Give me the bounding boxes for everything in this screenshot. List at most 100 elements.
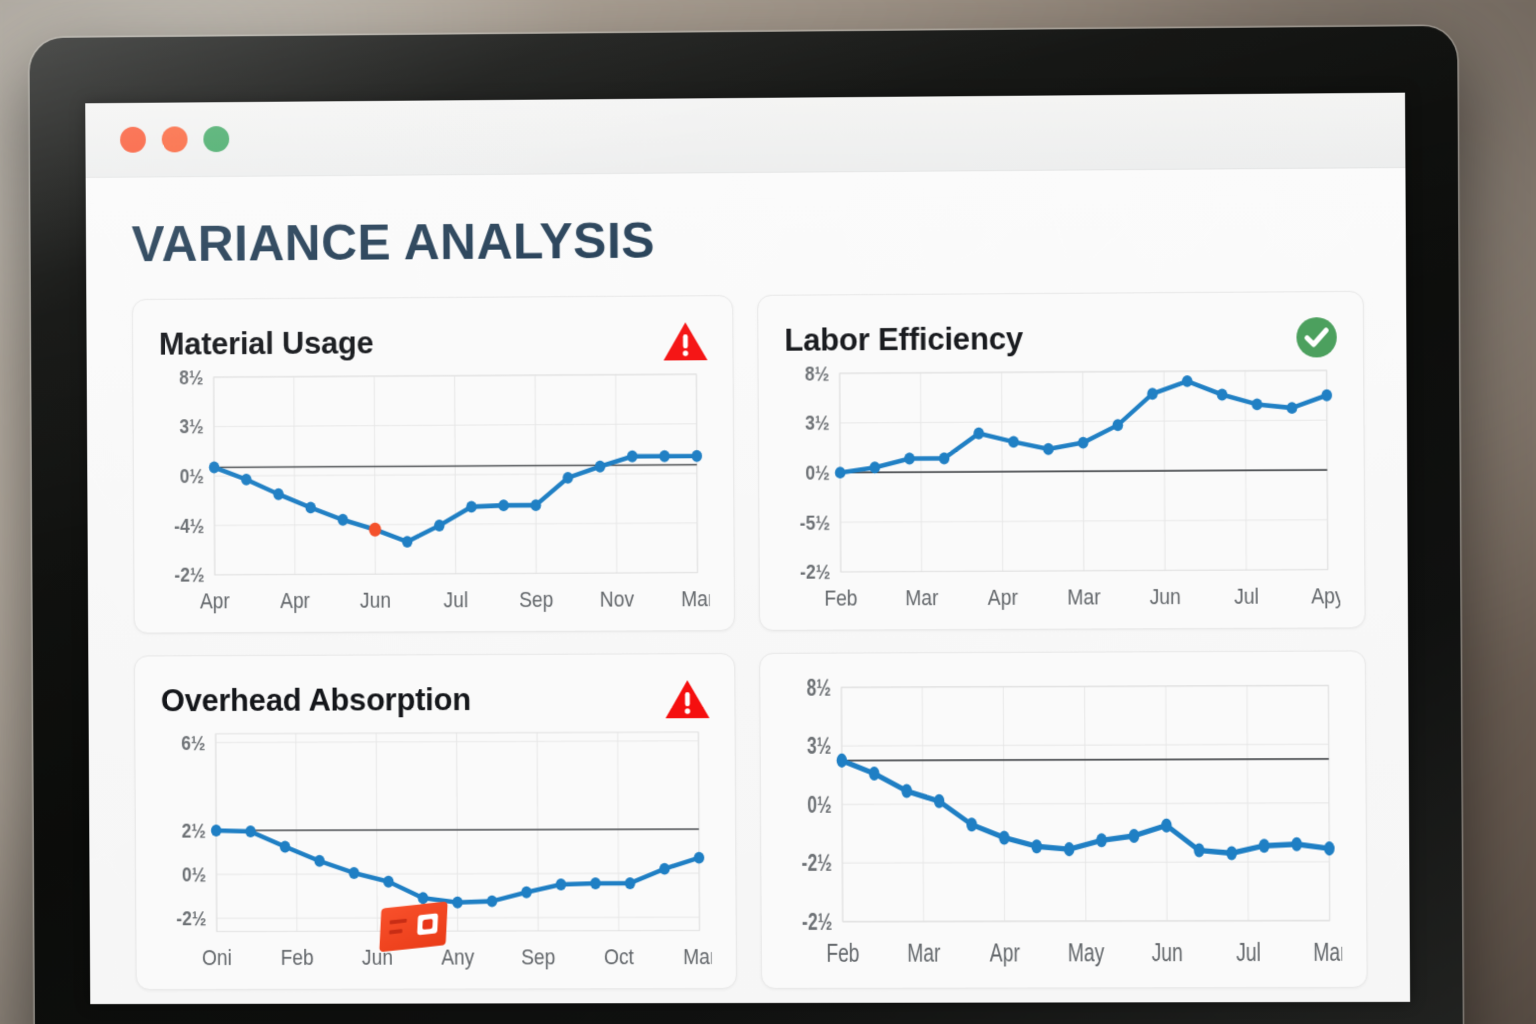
gridline-vertical: [617, 733, 620, 932]
gridline-vertical: [294, 377, 295, 575]
data-point: [1043, 443, 1054, 456]
data-point: [1008, 435, 1019, 448]
chart-svg: 8½ 3½ 0½ -5½ -2½ Feb Mar Apr Mar Jun Jul Apy: [800, 362, 1341, 611]
zero-reference-line: [220, 829, 699, 830]
x-axis-tick-label: Feb: [826, 938, 859, 968]
zero-reference-line: [845, 759, 1329, 761]
chart-card-unnamed-variance[interactable]: 8½ 3½ 0½ -2½ -2½ Feb Mar Apr May Jun Jul Mar: [759, 650, 1368, 989]
data-point: [1216, 388, 1228, 401]
data-point: [595, 460, 606, 473]
data-point: [1181, 375, 1193, 388]
card-title: Labor Efficiency: [784, 321, 1023, 358]
x-axis-tick-label: Feb: [281, 946, 314, 970]
data-point: [402, 535, 413, 548]
x-axis-tick-label: Apr: [280, 589, 310, 614]
gridline-vertical: [296, 734, 297, 932]
x-axis-tick-label: Jun: [360, 589, 391, 614]
gridline-vertical: [376, 733, 377, 931]
data-point: [1226, 846, 1237, 861]
card-title: Material Usage: [158, 325, 374, 362]
card-title: Overhead Absorption: [160, 682, 472, 719]
maximize-dot[interactable]: [203, 126, 230, 153]
data-point: [531, 500, 542, 512]
x-axis-tick-label: Sep: [519, 588, 553, 613]
zero-reference-line: [218, 465, 697, 468]
data-point: [590, 878, 602, 891]
gridline-vertical: [615, 375, 618, 574]
x-axis-tick-label: Jun: [1150, 585, 1181, 610]
data-point: [659, 863, 671, 876]
tag-bar: [389, 918, 407, 925]
y-axis-tick-label: 8½: [806, 675, 830, 701]
data-point: [834, 466, 845, 479]
chart-svg: 8½ 3½ 0½ -4½ -2½ Apr Apr Jun Jul Sep Nov Mar: [174, 366, 710, 614]
gridline-vertical: [455, 376, 456, 574]
chart-area: 8½ 3½ 0½ -4½ -2½ Apr Apr Jun Jul Sep Nov Mar: [151, 364, 710, 622]
y-axis-tick-label: 8½: [179, 366, 203, 388]
tablet-device: VARIANCE ANALYSIS Material Usage 8½ 3½ 0½ -4…: [29, 25, 1463, 1024]
data-point: [208, 461, 220, 474]
x-axis-tick-label: Jul: [444, 588, 469, 613]
data-point: [210, 824, 222, 837]
chart-area: 6½ 2½ 0½ -2½ Oni Feb Jun Any Sep Oct Mar: [153, 722, 712, 979]
data-point: [966, 817, 978, 832]
y-axis-tick-label: 3½: [179, 416, 203, 438]
data-point: [938, 452, 950, 465]
data-point: [1323, 841, 1335, 856]
data-point: [383, 875, 394, 888]
data-point: [868, 461, 880, 473]
chart-card-overhead-absorption[interactable]: Overhead Absorption 6½ 2½ 0½ -2½ Oni Feb Jun Any…: [133, 653, 738, 991]
data-point: [1291, 837, 1303, 852]
x-axis-tick-label: Mar: [1067, 585, 1101, 610]
y-axis-tick-label: -2½: [802, 851, 832, 877]
data-point: [868, 765, 879, 780]
tablet-screen: VARIANCE ANALYSIS Material Usage 8½ 3½ 0½ -4…: [85, 92, 1411, 1005]
data-point: [337, 513, 349, 526]
x-axis-tick-label: Feb: [824, 586, 857, 611]
y-axis-tick-label: 2½: [182, 819, 206, 841]
data-point: [835, 752, 847, 768]
x-axis-tick-label: Jul: [1236, 937, 1261, 967]
x-axis-tick-label: Mar: [683, 945, 712, 970]
close-dot[interactable]: [120, 126, 146, 153]
data-point: [314, 855, 325, 867]
card-header: Overhead Absorption: [153, 676, 711, 724]
data-point: [1031, 839, 1042, 854]
x-axis-tick-label: Apy: [1311, 584, 1340, 609]
x-axis-tick-label: Any: [441, 946, 475, 970]
page-title: VARIANCE ANALYSIS: [131, 212, 656, 273]
warning-triangle-icon: [663, 322, 708, 361]
data-point: [555, 878, 567, 891]
x-axis-tick-label: May: [1068, 937, 1105, 967]
x-axis-tick-label: Mar: [1313, 936, 1342, 966]
zero-reference-line: [844, 470, 1327, 473]
data-point: [273, 488, 284, 501]
minimize-dot[interactable]: [161, 126, 188, 153]
data-point: [691, 450, 703, 463]
data-point: [901, 784, 913, 799]
x-axis-tick-label: Nov: [600, 587, 635, 612]
data-point: [904, 452, 915, 465]
y-axis-tick-label: 0½: [182, 863, 206, 885]
chart-area: 8½ 3½ 0½ -2½ -2½ Feb Mar Apr May Jun Jul Mar: [778, 674, 1343, 978]
data-point: [627, 450, 638, 463]
tag-bar: [389, 928, 403, 935]
x-axis-tick-label: Jul: [1234, 585, 1259, 610]
x-axis-tick-label: Apr: [988, 586, 1018, 611]
warning-triangle-icon: [665, 680, 710, 719]
y-axis-tick-label: -4½: [174, 514, 204, 536]
data-point: [1161, 818, 1172, 833]
y-axis-tick-label: 6½: [181, 732, 205, 754]
data-point: [417, 892, 429, 905]
chart-card-labor-efficiency[interactable]: Labor Efficiency 8½ 3½ 0½ -5½ -2½ Feb Mar Apr Mar…: [757, 290, 1366, 631]
chart-card-material-usage[interactable]: Material Usage 8½ 3½ 0½ -4½ -2½ Apr Apr Jun Jul Se…: [131, 295, 736, 634]
check-circle-icon: [1296, 317, 1337, 358]
data-point: [434, 519, 445, 532]
data-point: [521, 886, 532, 899]
y-axis-tick-label: -2½: [800, 561, 830, 583]
chart-grid: Material Usage 8½ 3½ 0½ -4½ -2½ Apr Apr Jun Jul Se…: [131, 290, 1368, 991]
data-point: [467, 501, 478, 514]
data-point: [1077, 436, 1089, 449]
data-point: [279, 840, 291, 853]
